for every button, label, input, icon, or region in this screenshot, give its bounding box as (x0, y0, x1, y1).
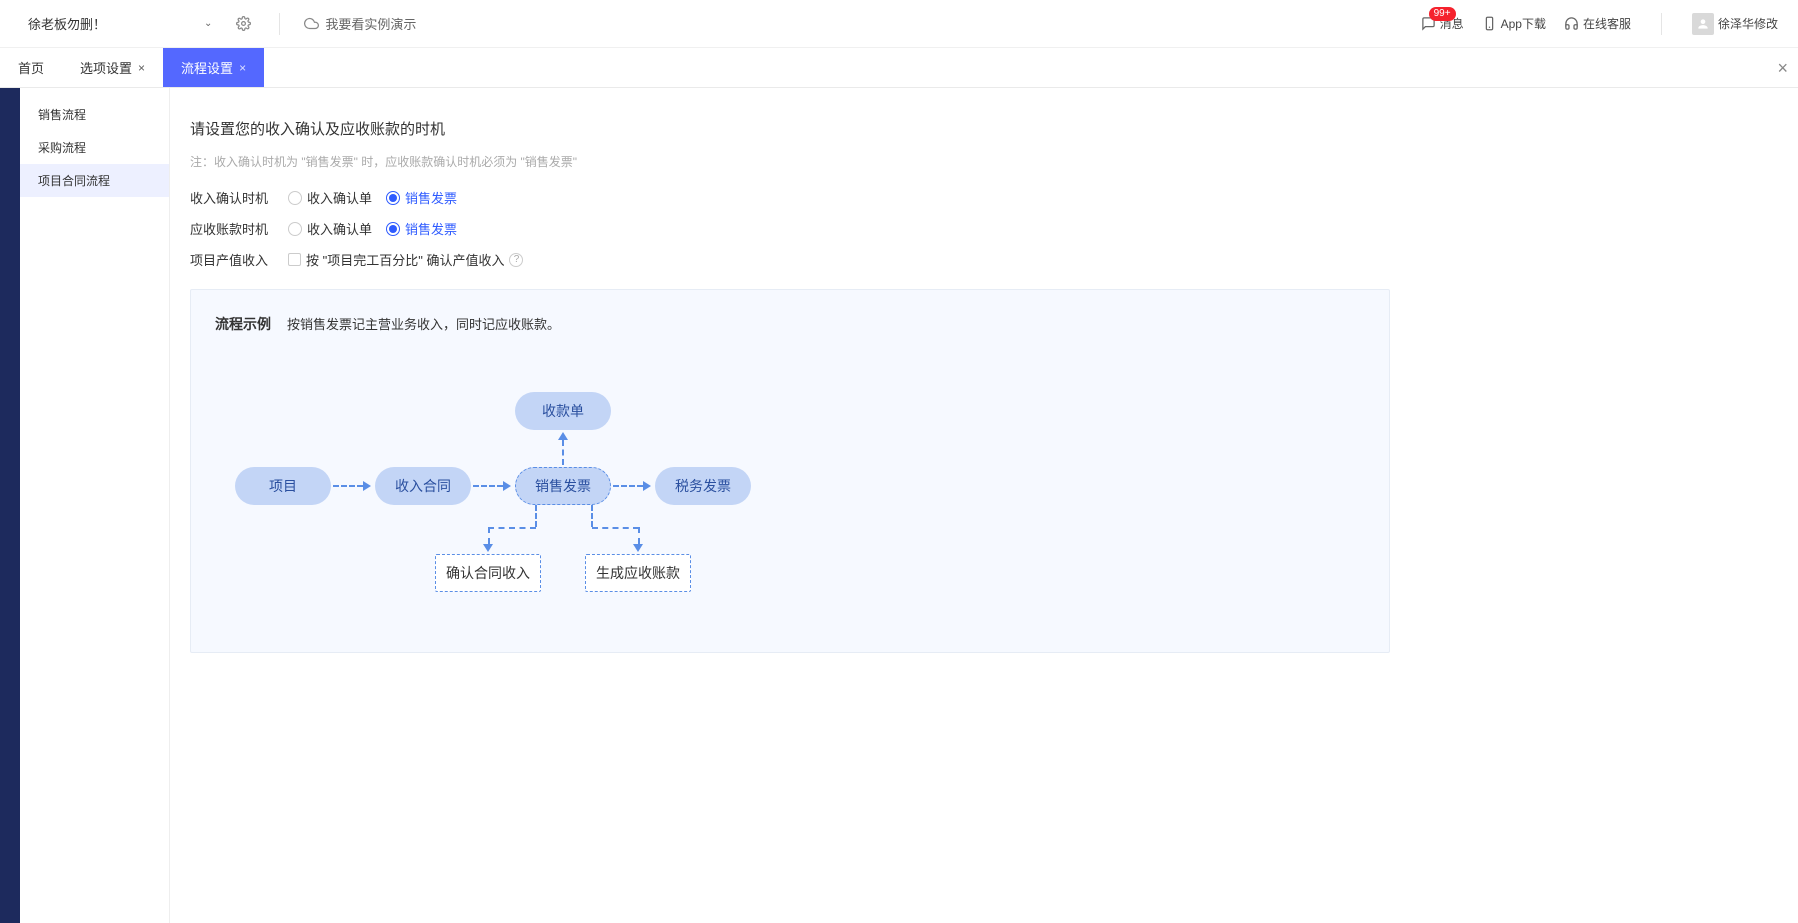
headset-icon (1564, 16, 1579, 31)
demo-link[interactable]: 我要看实例演示 (304, 14, 416, 33)
arrow (535, 505, 537, 527)
node-receipt: 收款单 (515, 392, 611, 430)
tabs-close-all[interactable]: × (1777, 48, 1788, 88)
phone-icon (1482, 16, 1497, 31)
sidebar-item-project-contract-flow[interactable]: 项目合同流程 (20, 164, 169, 197)
node-sales-invoice: 销售发票 (515, 467, 611, 505)
flow-canvas: 项目 收入合同 销售发票 税务发票 收款单 确认合同收入 生成应收账款 (215, 362, 935, 612)
left-rail (0, 88, 20, 923)
form-label: 项目产值收入 (190, 250, 274, 269)
checkbox-label: 按 "项目完工百分比" 确认产值收入 (306, 250, 504, 269)
radio-income-confirm-doc[interactable]: 收入确认单 (288, 188, 372, 207)
tab-label: 首页 (18, 58, 44, 77)
app-download-button[interactable]: App下载 (1482, 15, 1546, 32)
arrow (562, 440, 564, 465)
cloud-icon (304, 16, 319, 31)
app-download-label: App下载 (1501, 15, 1546, 32)
radio-sales-invoice[interactable]: 销售发票 (386, 188, 457, 207)
checkbox-completion-pct[interactable]: 按 "项目完工百分比" 确认产值收入 ? (288, 250, 523, 269)
radio-label: 收入确认单 (307, 219, 372, 238)
radio-sales-invoice[interactable]: 销售发票 (386, 219, 457, 238)
main-content: 请设置您的收入确认及应收账款的时机 注：收入确认时机为 "销售发票" 时，应收账… (170, 88, 1798, 923)
arrow-head-icon (643, 481, 651, 491)
form-row-income-confirm: 收入确认时机 收入确认单 销售发票 (190, 188, 1768, 207)
radio-icon (386, 191, 400, 205)
node-gen-receivable: 生成应收账款 (585, 554, 691, 592)
org-selector[interactable]: 徐老板勿删！ ⌄ (20, 10, 220, 37)
checkbox-icon (288, 253, 301, 266)
radio-label: 收入确认单 (307, 188, 372, 207)
divider (279, 13, 280, 35)
demo-link-label: 我要看实例演示 (325, 14, 416, 33)
username: 徐泽华修改 (1718, 15, 1778, 32)
help-icon[interactable]: ? (509, 253, 523, 267)
header-right: 消息 99+ App下载 在线客服 徐泽华修改 (1421, 13, 1778, 35)
tab-label: 流程设置 (181, 58, 233, 77)
form-label: 应收账款时机 (190, 219, 274, 238)
radio-icon (386, 222, 400, 236)
radio-label: 销售发票 (405, 188, 457, 207)
node-project: 项目 (235, 467, 331, 505)
sidebar-item-sales-flow[interactable]: 销售流程 (20, 98, 169, 131)
radio-icon (288, 191, 302, 205)
radio-icon (288, 222, 302, 236)
arrow-head-icon (558, 432, 568, 440)
form-row-receivable: 应收账款时机 收入确认单 销售发票 (190, 219, 1768, 238)
close-icon[interactable]: × (239, 61, 246, 75)
arrow-head-icon (483, 544, 493, 552)
arrow (613, 485, 643, 487)
gear-icon[interactable] (232, 12, 255, 35)
sidebar: 销售流程 采购流程 项目合同流程 (20, 88, 170, 923)
tabs-bar: 首页 选项设置 × 流程设置 × × (0, 48, 1798, 88)
flow-title: 流程示例 (215, 314, 271, 334)
arrow-head-icon (503, 481, 511, 491)
divider (1661, 13, 1662, 35)
sidebar-item-purchase-flow[interactable]: 采购流程 (20, 131, 169, 164)
arrow (473, 485, 503, 487)
avatar-icon (1692, 13, 1714, 35)
org-name: 徐老板勿删！ (28, 14, 198, 33)
form-row-output-value: 项目产值收入 按 "项目完工百分比" 确认产值收入 ? (190, 250, 1768, 269)
tab-flow-settings[interactable]: 流程设置 × (163, 48, 264, 87)
chevron-down-icon: ⌄ (204, 18, 212, 29)
arrow (333, 485, 363, 487)
arrow-head-icon (363, 481, 371, 491)
user-menu[interactable]: 徐泽华修改 (1692, 13, 1778, 35)
node-tax-invoice: 税务发票 (655, 467, 751, 505)
arrow (592, 527, 639, 529)
close-icon[interactable]: × (138, 61, 145, 75)
tab-options-settings[interactable]: 选项设置 × (62, 48, 163, 87)
flow-desc: 按销售发票记主营业务收入，同时记应收账款。 (287, 314, 560, 333)
support-button[interactable]: 在线客服 (1564, 15, 1631, 32)
node-confirm-income: 确认合同收入 (435, 554, 541, 592)
radio-label: 销售发票 (405, 219, 457, 238)
arrow (488, 527, 536, 529)
tab-label: 选项设置 (80, 58, 132, 77)
messages-badge: 99+ (1429, 7, 1456, 21)
messages-button[interactable]: 消息 99+ (1421, 15, 1464, 32)
arrow-head-icon (633, 544, 643, 552)
flow-example-panel: 流程示例 按销售发票记主营业务收入，同时记应收账款。 项目 收入合同 销售发票 … (190, 289, 1390, 653)
support-label: 在线客服 (1583, 15, 1631, 32)
node-income-contract: 收入合同 (375, 467, 471, 505)
header: 徐老板勿删！ ⌄ 我要看实例演示 消息 99+ (0, 0, 1798, 48)
body: 销售流程 采购流程 项目合同流程 请设置您的收入确认及应收账款的时机 注：收入确… (0, 88, 1798, 923)
arrow (591, 505, 593, 527)
flow-header: 流程示例 按销售发票记主营业务收入，同时记应收账款。 (215, 314, 1365, 334)
page-note: 注：收入确认时机为 "销售发票" 时，应收账款确认时机必须为 "销售发票" (190, 153, 1768, 170)
radio-income-confirm-doc[interactable]: 收入确认单 (288, 219, 372, 238)
form-label: 收入确认时机 (190, 188, 274, 207)
arrow (638, 527, 640, 544)
tab-home[interactable]: 首页 (0, 48, 62, 87)
header-left: 徐老板勿删！ ⌄ 我要看实例演示 (20, 10, 416, 37)
arrow (488, 527, 490, 544)
page-title: 请设置您的收入确认及应收账款的时机 (190, 118, 1768, 139)
